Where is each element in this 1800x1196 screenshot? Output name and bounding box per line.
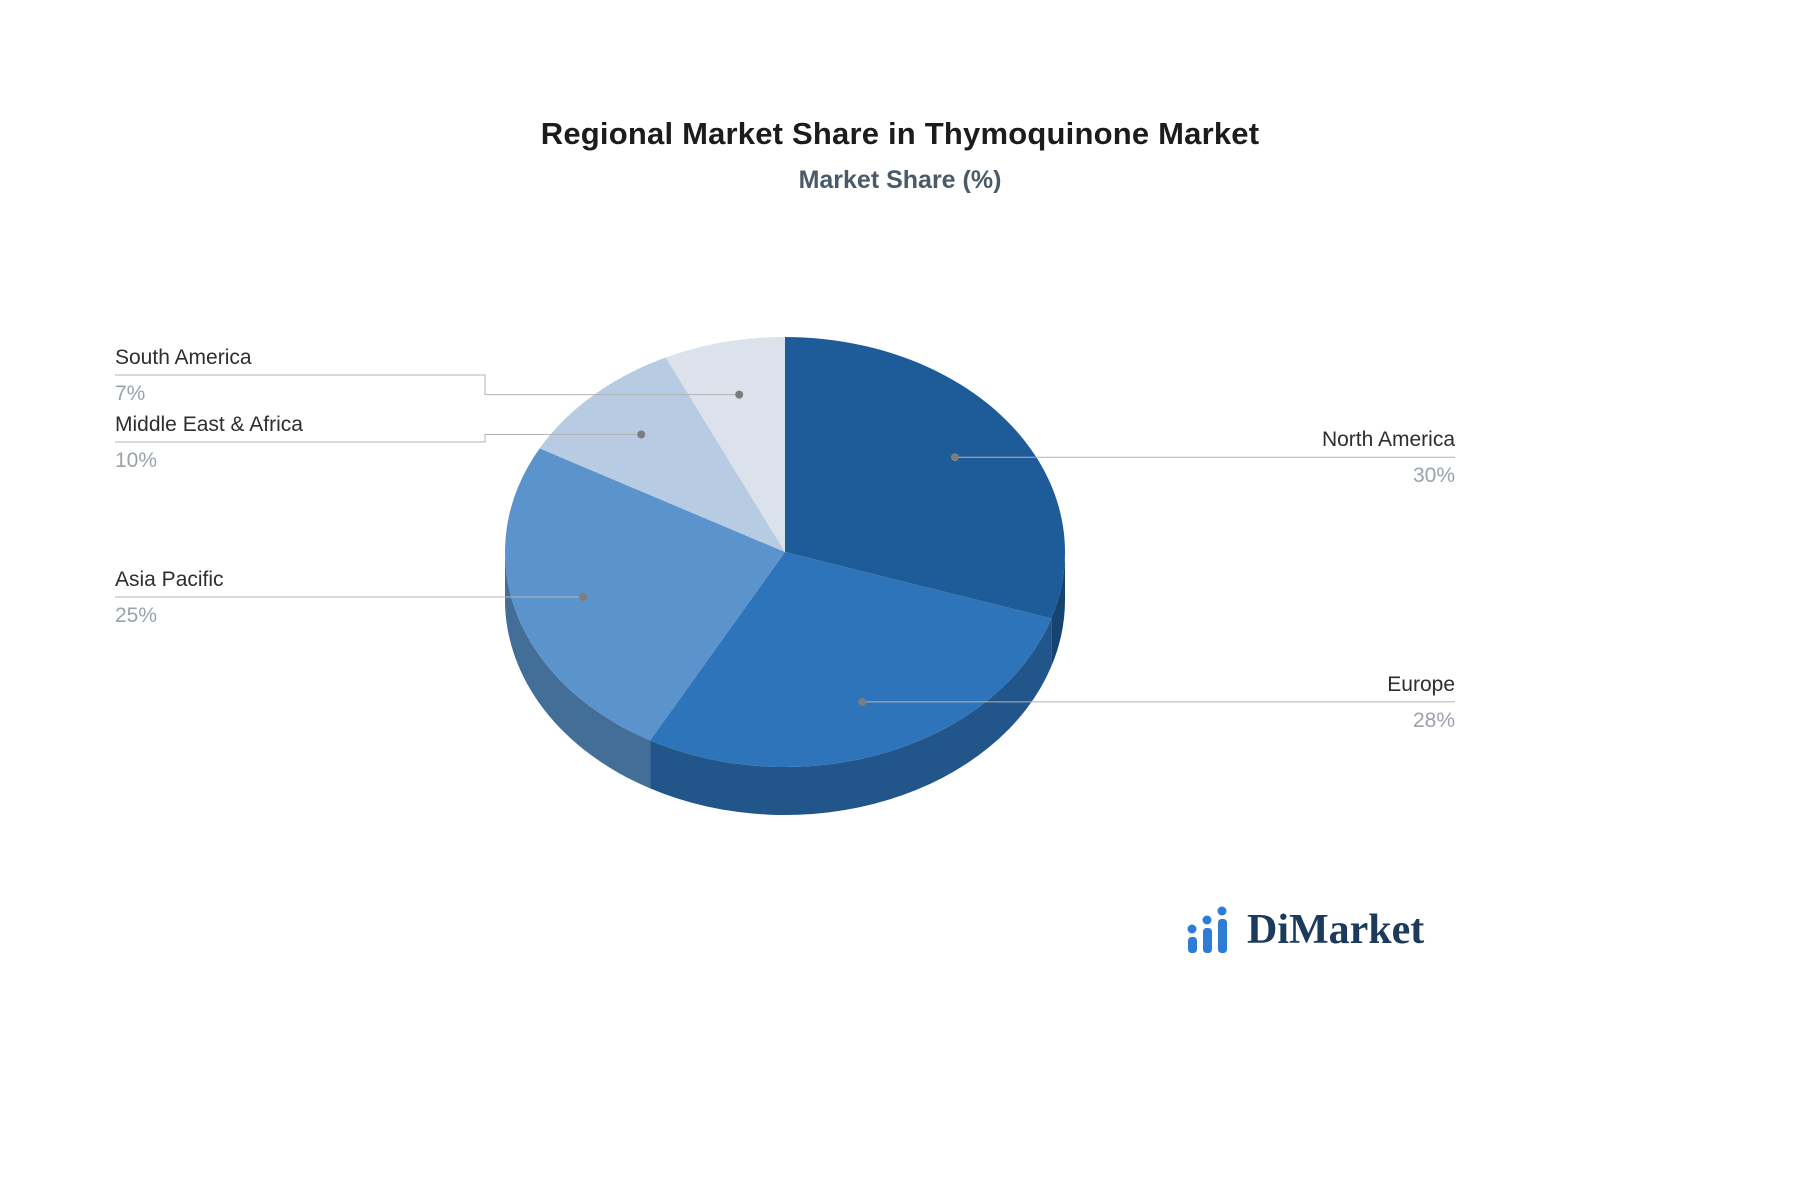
slice-label-south-america: South America [115, 346, 252, 369]
slice-label-europe: Europe [1387, 672, 1455, 696]
leader-dot-middle-east-africa [637, 430, 646, 439]
chart-title: Regional Market Share in Thymoquinone Ma… [540, 116, 1260, 151]
slice-label-middle-east-africa: Middle East & Africa [115, 413, 303, 436]
brand-logo: DiMarket [1185, 905, 1424, 955]
pie-slice-europe[interactable] [650, 552, 1052, 768]
pie-slice-south-america[interactable] [665, 337, 785, 552]
pie-slice-north-america[interactable] [785, 337, 1065, 619]
leader-dot-europe [858, 697, 867, 706]
dimarket-logo-icon [1187, 906, 1227, 953]
pie-slice-side-asia-pacific [505, 552, 651, 789]
pie-slice-side-north-america [1051, 552, 1065, 667]
leader-dot-north-america [950, 453, 959, 462]
slice-label-asia-pacific: Asia Pacific [115, 567, 224, 591]
slice-value-south-america: 7% [115, 382, 146, 405]
brand-name: DiMarket [1247, 907, 1425, 953]
slice-value-asia-pacific: 25% [115, 603, 158, 627]
pie-slice-middle-east-africa[interactable] [539, 357, 785, 552]
slice-value-middle-east-africa: 10% [115, 449, 158, 472]
chart-subtitle: Market Share (%) [798, 166, 1002, 194]
pie-slice-asia-pacific[interactable] [505, 448, 785, 741]
leader-line-middle-east-africa [115, 433, 642, 443]
leader-dot-asia-pacific [579, 592, 588, 601]
slice-value-north-america: 30% [1412, 464, 1455, 488]
pie-slice-side-europe [650, 618, 1052, 815]
slice-label-north-america: North America [1321, 428, 1455, 452]
slice-value-europe: 28% [1412, 708, 1455, 732]
leader-dot-south-america [735, 390, 744, 399]
leader-line-south-america [115, 374, 740, 396]
